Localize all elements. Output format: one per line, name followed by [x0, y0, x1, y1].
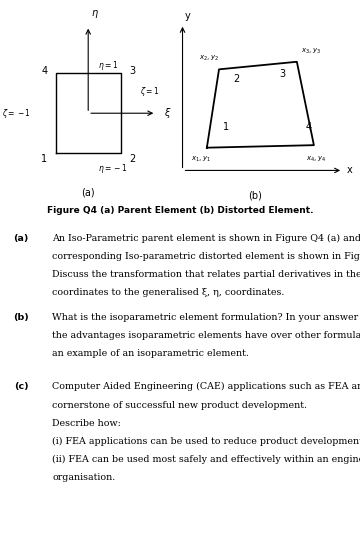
- Text: (i) FEA applications can be used to reduce product development time.: (i) FEA applications can be used to redu…: [52, 437, 360, 446]
- Text: (a): (a): [81, 188, 95, 198]
- Text: 2: 2: [129, 154, 135, 164]
- Text: $x_3, y_3$: $x_3, y_3$: [301, 47, 321, 56]
- Text: organisation.: organisation.: [52, 473, 116, 482]
- Text: Figure Q4 (a) Parent Element (b) Distorted Element.: Figure Q4 (a) Parent Element (b) Distort…: [47, 206, 313, 215]
- Text: Discuss the transformation that relates partial derivatives in the original x,y: Discuss the transformation that relates …: [52, 270, 360, 279]
- Text: 3: 3: [129, 67, 135, 76]
- Text: An Iso-Parametric parent element is shown in Figure Q4 (a) and the: An Iso-Parametric parent element is show…: [52, 234, 360, 243]
- Text: an example of an isoparametric element.: an example of an isoparametric element.: [52, 349, 249, 358]
- Text: 3: 3: [279, 69, 285, 79]
- Text: corresponding Iso-parametric distorted element is shown in Figure Q4 (b).: corresponding Iso-parametric distorted e…: [52, 252, 360, 261]
- Text: Computer Aided Engineering (CAE) applications such as FEA are now the: Computer Aided Engineering (CAE) applica…: [52, 382, 360, 392]
- Text: $\xi$: $\xi$: [165, 106, 172, 120]
- Text: cornerstone of successful new product development.: cornerstone of successful new product de…: [52, 400, 307, 410]
- Text: $\zeta=1$: $\zeta=1$: [140, 85, 159, 98]
- Text: (c): (c): [14, 382, 29, 392]
- Text: $\eta=1$: $\eta=1$: [98, 59, 118, 72]
- Text: coordinates to the generalised ξ, η, coordinates.: coordinates to the generalised ξ, η, coo…: [52, 288, 284, 298]
- Text: $x_2, y_2$: $x_2, y_2$: [199, 54, 219, 63]
- Text: What is the isoparametric element formulation? In your answer also discuss: What is the isoparametric element formul…: [52, 312, 360, 322]
- Text: (b): (b): [13, 312, 29, 322]
- Text: 4: 4: [306, 123, 312, 133]
- Text: 1: 1: [41, 154, 48, 164]
- Text: 2: 2: [233, 74, 239, 85]
- Text: (a): (a): [13, 234, 29, 243]
- Text: 1: 1: [223, 123, 229, 133]
- Text: (b): (b): [248, 191, 262, 201]
- Text: 4: 4: [41, 67, 48, 76]
- Text: $\eta$: $\eta$: [91, 8, 99, 20]
- Text: the advantages isoparametric elements have over other formulations and give: the advantages isoparametric elements ha…: [52, 331, 360, 340]
- Text: x: x: [347, 166, 353, 175]
- Text: $\zeta=-1$: $\zeta=-1$: [3, 107, 31, 120]
- Text: $\eta=-1$: $\eta=-1$: [98, 162, 127, 175]
- Text: y: y: [185, 12, 191, 21]
- Text: (ii) FEA can be used most safely and effectively within an engineering: (ii) FEA can be used most safely and eff…: [52, 455, 360, 464]
- Text: $x_4, y_4$: $x_4, y_4$: [306, 155, 327, 164]
- Text: Describe how:: Describe how:: [52, 419, 121, 428]
- Text: $x_1, y_1$: $x_1, y_1$: [191, 155, 211, 164]
